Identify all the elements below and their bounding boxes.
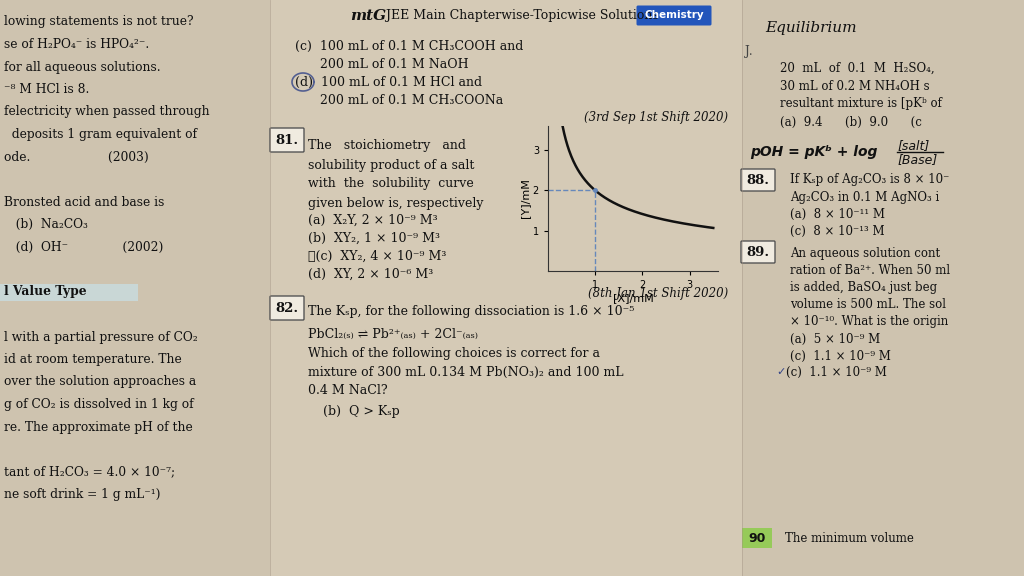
Text: volume is 500 mL. The sol: volume is 500 mL. The sol xyxy=(790,298,946,312)
Text: se of H₂PO₄⁻ is HPO₄²⁻.: se of H₂PO₄⁻ is HPO₄²⁻. xyxy=(4,38,150,51)
Text: ration of Ba²⁺. When 50 ml: ration of Ba²⁺. When 50 ml xyxy=(790,264,950,278)
Text: 20  mL  of  0.1  M  H₂SO₄,: 20 mL of 0.1 M H₂SO₄, xyxy=(780,62,935,74)
FancyBboxPatch shape xyxy=(637,6,712,25)
Text: (3rd Sep 1st Shift 2020): (3rd Sep 1st Shift 2020) xyxy=(584,112,728,124)
Text: given below is, respectively: given below is, respectively xyxy=(308,196,483,210)
Text: [Base]: [Base] xyxy=(898,153,938,166)
Text: mtG: mtG xyxy=(350,9,386,23)
Text: Bronsted acid and base is: Bronsted acid and base is xyxy=(4,195,165,209)
Text: 88.: 88. xyxy=(746,173,769,187)
Text: is added, BaSO₄ just beg: is added, BaSO₄ just beg xyxy=(790,282,937,294)
Text: (c)  100 mL of 0.1 M CH₃COOH and: (c) 100 mL of 0.1 M CH₃COOH and xyxy=(295,40,523,52)
Text: J.: J. xyxy=(745,44,753,58)
Text: re. The approximate pH of the: re. The approximate pH of the xyxy=(4,420,193,434)
Text: If Kₛp of Ag₂CO₃ is 8 × 10⁻: If Kₛp of Ag₂CO₃ is 8 × 10⁻ xyxy=(790,173,949,187)
Bar xyxy=(742,528,772,548)
Bar xyxy=(0,284,138,301)
Y-axis label: [Y]/mM: [Y]/mM xyxy=(520,179,530,218)
FancyBboxPatch shape xyxy=(270,128,304,152)
Text: ⁻⁸ M HCl is 8.: ⁻⁸ M HCl is 8. xyxy=(4,83,89,96)
Text: for all aqueous solutions.: for all aqueous solutions. xyxy=(4,60,161,74)
Text: ode.                    (2003): ode. (2003) xyxy=(4,150,148,164)
Text: felectricity when passed through: felectricity when passed through xyxy=(4,105,210,119)
Text: lowing statements is not true?: lowing statements is not true? xyxy=(4,16,194,28)
Text: 81.: 81. xyxy=(275,134,299,146)
Text: (c)  8 × 10⁻¹³ M: (c) 8 × 10⁻¹³ M xyxy=(790,225,885,237)
Text: An aqueous solution cont: An aqueous solution cont xyxy=(790,248,940,260)
Text: 0.4 M NaCl?: 0.4 M NaCl? xyxy=(308,384,388,396)
Text: ✓(c)  XY₂, 4 × 10⁻⁹ M³: ✓(c) XY₂, 4 × 10⁻⁹ M³ xyxy=(308,249,446,263)
Text: tant of H₂CO₃ = 4.0 × 10⁻⁷;: tant of H₂CO₃ = 4.0 × 10⁻⁷; xyxy=(4,465,175,479)
Text: (d)  100 mL of 0.1 M HCl and: (d) 100 mL of 0.1 M HCl and xyxy=(295,75,482,89)
Text: l with a partial pressure of CO₂: l with a partial pressure of CO₂ xyxy=(4,331,198,343)
Text: 90: 90 xyxy=(749,532,766,544)
Text: PbCl₂₍ₛ₎ ⇌ Pb²⁺₍ₐₛ₎ + 2Cl⁻₍ₐₛ₎: PbCl₂₍ₛ₎ ⇌ Pb²⁺₍ₐₛ₎ + 2Cl⁻₍ₐₛ₎ xyxy=(308,328,478,340)
Text: The minimum volume: The minimum volume xyxy=(785,532,913,544)
Text: × 10⁻¹⁰. What is the origin: × 10⁻¹⁰. What is the origin xyxy=(790,316,948,328)
Text: (c)  1.1 × 10⁻⁹ M: (c) 1.1 × 10⁻⁹ M xyxy=(790,350,891,362)
Text: (d)  XY, 2 × 10⁻⁶ M³: (d) XY, 2 × 10⁻⁶ M³ xyxy=(308,267,433,281)
Text: (a)  5 × 10⁻⁹ M: (a) 5 × 10⁻⁹ M xyxy=(790,332,881,346)
FancyBboxPatch shape xyxy=(741,169,775,191)
Text: with  the  solubility  curve: with the solubility curve xyxy=(308,177,474,191)
Bar xyxy=(270,0,742,576)
Text: resultant mixture is [pKᵇ of: resultant mixture is [pKᵇ of xyxy=(780,97,942,111)
Text: pOH = pKᵇ + log: pOH = pKᵇ + log xyxy=(750,145,878,159)
Text: ✓: ✓ xyxy=(776,367,785,377)
Text: over the solution approaches a: over the solution approaches a xyxy=(4,376,197,388)
Text: l Value Type: l Value Type xyxy=(4,286,87,298)
Text: Equilibrium: Equilibrium xyxy=(765,21,857,35)
Text: The   stoichiometry   and: The stoichiometry and xyxy=(308,139,466,153)
Text: JEE Main Chapterwise-Topicwise Solutions: JEE Main Chapterwise-Topicwise Solutions xyxy=(382,9,658,22)
Text: The Kₛp, for the following dissociation is 1.6 × 10⁻⁵: The Kₛp, for the following dissociation … xyxy=(308,305,635,319)
Text: (a)  X₂Y, 2 × 10⁻⁹ M³: (a) X₂Y, 2 × 10⁻⁹ M³ xyxy=(308,214,437,226)
Bar xyxy=(0,0,270,576)
Text: mixture of 300 mL 0.134 M Pb(NO₃)₂ and 100 mL: mixture of 300 mL 0.134 M Pb(NO₃)₂ and 1… xyxy=(308,366,624,378)
Text: solubility product of a salt: solubility product of a salt xyxy=(308,158,474,172)
Text: (b)  Na₂CO₃: (b) Na₂CO₃ xyxy=(4,218,88,231)
Text: (a)  8 × 10⁻¹¹ M: (a) 8 × 10⁻¹¹ M xyxy=(790,207,885,221)
FancyBboxPatch shape xyxy=(270,296,304,320)
Text: g of CO₂ is dissolved in 1 kg of: g of CO₂ is dissolved in 1 kg of xyxy=(4,398,194,411)
Text: (c)  1.1 × 10⁻⁹ M: (c) 1.1 × 10⁻⁹ M xyxy=(786,366,887,378)
FancyBboxPatch shape xyxy=(741,241,775,263)
Text: (d)  OH⁻              (2002): (d) OH⁻ (2002) xyxy=(4,241,164,253)
Text: 82.: 82. xyxy=(275,301,299,314)
Text: (b)  XY₂, 1 × 10⁻⁹ M³: (b) XY₂, 1 × 10⁻⁹ M³ xyxy=(308,232,440,244)
Text: 30 mL of 0.2 M NH₄OH s: 30 mL of 0.2 M NH₄OH s xyxy=(780,79,930,93)
Text: 200 mL of 0.1 M NaOH: 200 mL of 0.1 M NaOH xyxy=(319,58,469,70)
Text: (b)  Q > Kₛp: (b) Q > Kₛp xyxy=(323,406,399,419)
Text: Chemistry: Chemistry xyxy=(644,10,703,21)
Text: id at room temperature. The: id at room temperature. The xyxy=(4,353,181,366)
Bar xyxy=(742,0,1024,576)
Text: deposits 1 gram equivalent of: deposits 1 gram equivalent of xyxy=(4,128,197,141)
Text: 89.: 89. xyxy=(746,245,770,259)
Text: Which of the following choices is correct for a: Which of the following choices is correc… xyxy=(308,347,600,361)
Text: [salt]: [salt] xyxy=(898,139,930,153)
Text: ne soft drink = 1 g mL⁻¹): ne soft drink = 1 g mL⁻¹) xyxy=(4,488,161,501)
Text: Ag₂CO₃ in 0.1 M AgNO₃ i: Ag₂CO₃ in 0.1 M AgNO₃ i xyxy=(790,191,939,203)
Text: 200 mL of 0.1 M CH₃COONa: 200 mL of 0.1 M CH₃COONa xyxy=(319,93,503,107)
Text: (a)  9.4      (b)  9.0      (c: (a) 9.4 (b) 9.0 (c xyxy=(780,116,922,128)
X-axis label: [X]/mM: [X]/mM xyxy=(612,293,653,303)
Text: (8th Jan 1st Shift 2020): (8th Jan 1st Shift 2020) xyxy=(588,287,728,301)
